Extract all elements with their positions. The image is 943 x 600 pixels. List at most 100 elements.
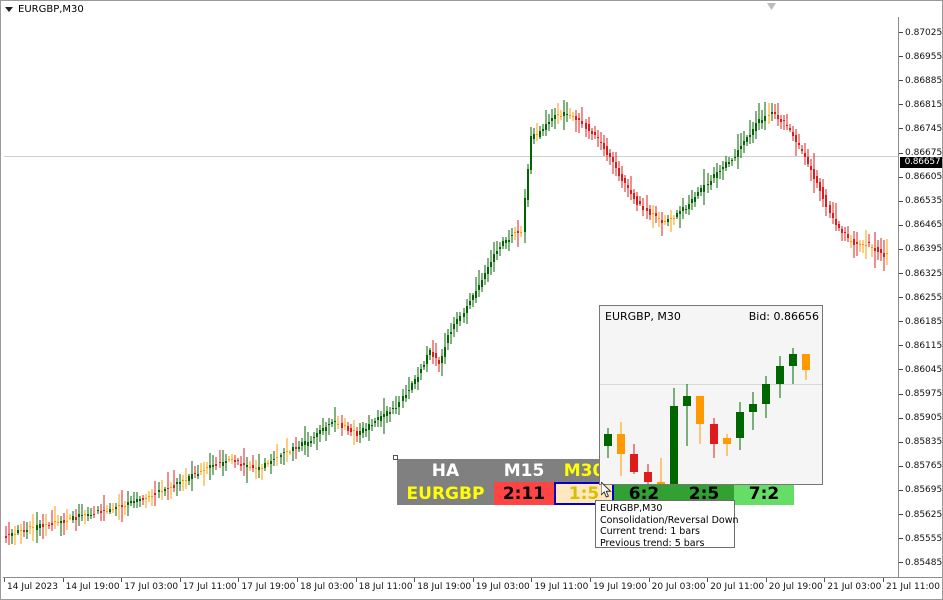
candle-body	[802, 354, 810, 370]
main-candle	[794, 128, 797, 156]
main-candle	[218, 450, 221, 469]
price-tick: 0.86605	[899, 172, 942, 183]
main-candle	[871, 243, 874, 258]
main-candle	[377, 409, 380, 427]
main-candle	[133, 491, 136, 508]
tick-dash	[899, 514, 903, 515]
candle-body	[331, 421, 334, 425]
candle-body	[310, 440, 312, 443]
tick-dash	[899, 273, 903, 274]
candle-wick	[630, 175, 632, 201]
main-candle	[367, 414, 370, 441]
tooltip-line-current: Current trend: 1 bars	[600, 526, 701, 537]
tick-mark	[472, 578, 474, 582]
main-candle	[724, 156, 727, 172]
ha-value-d1[interactable]: 7:2	[734, 482, 794, 505]
candle-body	[798, 142, 800, 145]
candle-body	[700, 188, 703, 192]
candle-body	[547, 122, 550, 124]
candle-wick	[707, 173, 708, 194]
candle-body	[639, 200, 642, 205]
chevron-down-icon[interactable]	[5, 6, 13, 12]
candle-wick	[81, 503, 83, 522]
main-candle	[364, 423, 367, 437]
candle-body	[279, 455, 282, 458]
candle-wick	[740, 133, 742, 159]
candle-body	[758, 118, 761, 124]
candle-body	[383, 413, 386, 417]
candle-body	[880, 249, 883, 253]
ha-header-m30[interactable]: M30	[563, 460, 605, 481]
mini-chart-popup[interactable]: EURGBP, M30 Bid: 0.86656	[599, 305, 823, 485]
price-axis[interactable]: 0.87025 0.86955 0.86885 0.86815 0.86745 0.866…	[898, 17, 942, 577]
ha-value-m15[interactable]: 2:11	[494, 482, 554, 505]
main-candle	[502, 236, 505, 250]
candle-body	[471, 295, 474, 301]
ha-symbol-cell[interactable]: EURGBP	[406, 483, 485, 504]
main-candle	[294, 437, 297, 460]
time-tick-label: 19 Jul 03:00	[475, 582, 530, 592]
time-axis[interactable]: 14 Jul 2023 14 Jul 19:00 17 Jul 03:00 17 Ju…	[3, 578, 942, 599]
main-candle	[245, 457, 248, 483]
main-candle	[721, 160, 724, 180]
candle-wick	[273, 450, 275, 466]
candle-body	[303, 441, 306, 446]
candle-body	[29, 525, 32, 527]
candle-wick	[664, 215, 666, 226]
main-candle	[593, 126, 596, 140]
main-candle	[407, 376, 410, 399]
candle-body	[364, 428, 367, 431]
main-candle	[877, 239, 880, 260]
candle-wick	[246, 457, 248, 483]
candle-body	[834, 218, 837, 226]
candle-body	[139, 499, 142, 501]
candle-wick	[679, 206, 681, 228]
main-candle	[383, 398, 386, 434]
main-candle	[486, 257, 489, 283]
chart-title-bar[interactable]: EURGBP,M30	[1, 1, 942, 17]
candle-wick	[106, 505, 108, 515]
candle-body	[816, 176, 819, 183]
candle-wick	[276, 443, 278, 467]
candle-wick	[133, 491, 135, 508]
main-candle	[596, 130, 599, 147]
candle-body	[221, 462, 224, 466]
main-candle	[804, 143, 807, 165]
candle-wick	[151, 489, 153, 506]
candle-body	[694, 196, 697, 203]
main-candle	[441, 349, 444, 377]
panel-anchor-handle[interactable]	[393, 455, 398, 460]
candle-body	[746, 136, 749, 143]
candle-body	[709, 424, 718, 444]
ha-value-m30[interactable]: 1:5	[554, 482, 614, 505]
main-candle	[352, 419, 355, 445]
candle-wick	[886, 239, 888, 265]
main-candle	[227, 456, 230, 462]
main-candle	[846, 226, 849, 243]
main-candle	[798, 134, 800, 149]
candle-body	[604, 434, 612, 446]
candle-wick	[17, 525, 19, 536]
candle-body	[355, 431, 358, 436]
candle-body	[630, 190, 633, 195]
candle-body	[236, 459, 239, 462]
main-candle	[663, 215, 666, 226]
candle-body	[669, 217, 672, 219]
main-candle	[773, 103, 776, 120]
ha-value-h1[interactable]: 6:2	[614, 482, 674, 505]
candle-wick	[249, 460, 251, 472]
main-candle	[859, 240, 861, 252]
candle-body	[627, 185, 630, 188]
candle-body	[151, 496, 154, 498]
main-candle	[236, 457, 239, 466]
candle-body	[621, 174, 624, 182]
main-candle	[209, 453, 212, 481]
candle-body	[297, 446, 300, 449]
candle-wick	[545, 109, 547, 137]
main-candle	[648, 204, 651, 221]
ha-value-h4[interactable]: 2:5	[674, 482, 734, 505]
mini-candle	[736, 402, 744, 450]
ha-header-m15[interactable]: M15	[503, 460, 545, 481]
main-candle	[72, 511, 75, 523]
candle-body	[651, 213, 654, 215]
